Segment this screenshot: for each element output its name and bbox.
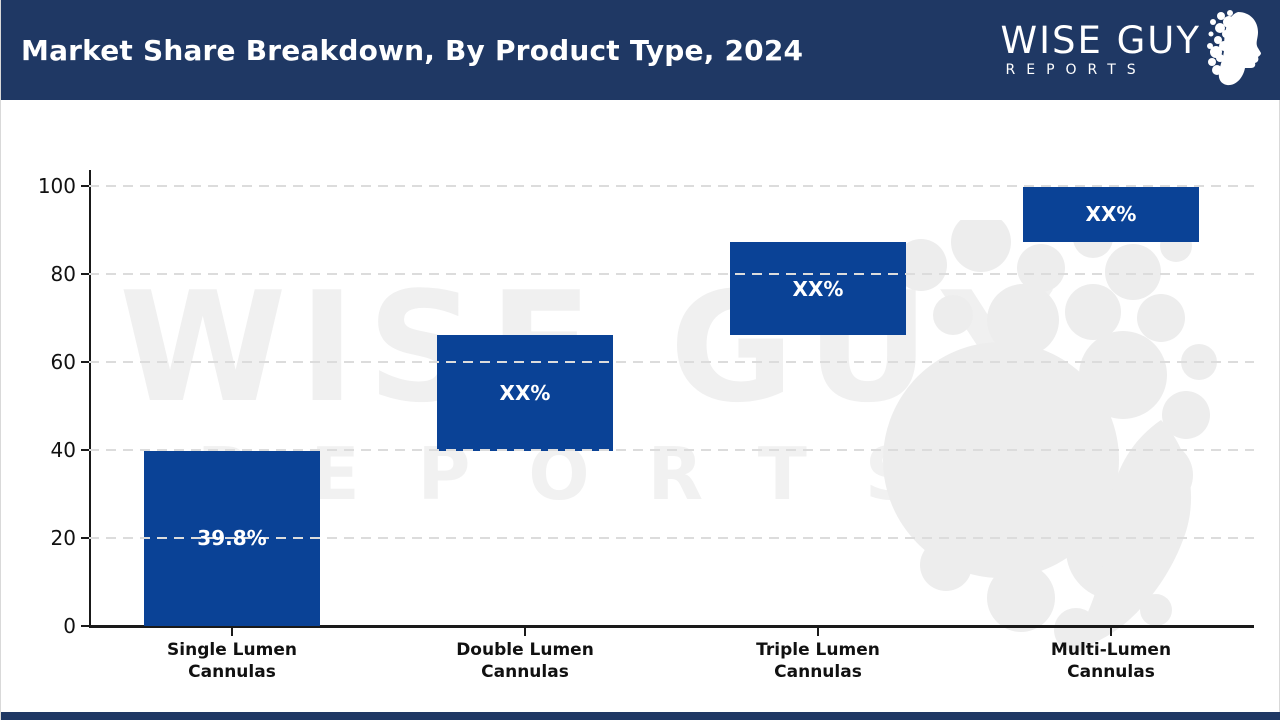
page-title: Market Share Breakdown, By Product Type,… (21, 33, 804, 67)
brand-name: WISE GUY (1000, 19, 1201, 62)
x-category-label: Double Lumen Cannulas (456, 640, 594, 682)
x-category-label: Triple Lumen Cannulas (756, 640, 880, 682)
y-tick-mark (81, 625, 89, 627)
gridline (89, 273, 1254, 275)
x-category-label: Single Lumen Cannulas (167, 640, 297, 682)
bar-value-label: 39.8% (197, 526, 267, 551)
brand-logo: WISE GUY REPORTS (1001, 9, 1263, 91)
header-bar: Market Share Breakdown, By Product Type,… (1, 0, 1280, 100)
brand-face-icon (1207, 10, 1261, 86)
y-axis-line (89, 170, 91, 628)
x-tick-mark (524, 628, 526, 636)
x-tick-mark (817, 628, 819, 636)
gridline (89, 449, 1254, 451)
y-tick-mark (81, 449, 89, 451)
footer-bar (1, 712, 1280, 720)
x-axis-line (89, 625, 1254, 628)
y-tick-mark (81, 273, 89, 275)
brand-logo-text: WISE GUY REPORTS (1001, 22, 1201, 78)
y-tick-mark (81, 361, 89, 363)
brand-subtitle: REPORTS (1005, 62, 1147, 78)
x-tick-mark (1110, 628, 1112, 636)
y-tick-label: 0 (63, 614, 76, 638)
gridline (89, 537, 1254, 539)
gridline (89, 361, 1254, 363)
x-tick-mark (231, 628, 233, 636)
y-tick-mark (81, 185, 89, 187)
bar-value-label: XX% (1085, 202, 1137, 227)
x-category-label: Multi-Lumen Cannulas (1050, 640, 1172, 682)
y-tick-label: 100 (37, 174, 76, 198)
bar-value-label: XX% (499, 381, 551, 406)
y-tick-label: 20 (50, 526, 76, 550)
gridline (89, 185, 1254, 187)
y-tick-label: 40 (50, 438, 76, 462)
bar-segment (730, 241, 906, 336)
y-tick-label: 80 (50, 262, 76, 286)
y-tick-label: 60 (50, 350, 76, 374)
bar-value-label: XX% (792, 276, 844, 301)
bar-segment (437, 335, 613, 451)
y-tick-mark (81, 537, 89, 539)
